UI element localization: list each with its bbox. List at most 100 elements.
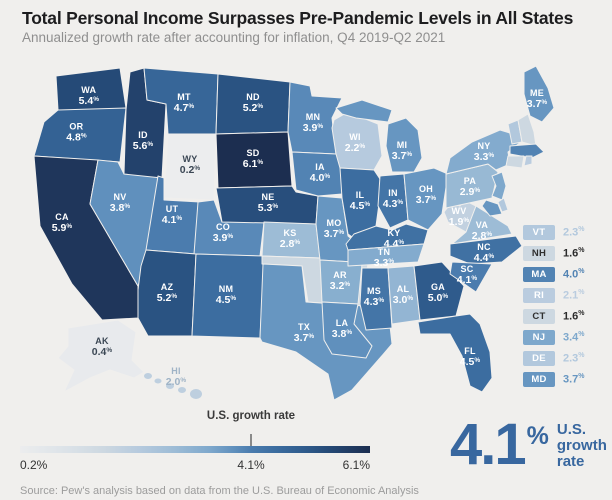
- state-abbr-pa: PA: [464, 176, 477, 186]
- northeast-states-list: VT 2.3% NH 1.6% MA 4.0% RI 2.1% CT 1.6% NJ 3.4% DE 2.…: [523, 222, 608, 390]
- big-stat-value: 4.1: [450, 412, 527, 477]
- legend-list-row-ct: CT 1.6%: [523, 306, 608, 327]
- state-mi_up-shape: [335, 99, 393, 123]
- legend-title: U.S. growth rate: [206, 410, 296, 422]
- state-list-value-nh: 1.6%: [563, 247, 585, 260]
- legend-list-row-nj: NJ 3.4%: [523, 327, 608, 348]
- state-chip-md: MD: [523, 372, 555, 387]
- legend-min-label: 0.2%: [20, 458, 48, 472]
- state-chip-vt: VT: [523, 225, 555, 240]
- state-abbr-ms: MS: [367, 286, 381, 296]
- state-mn-shape: [287, 81, 343, 155]
- source-line: Source: Pew's analysis based on data fro…: [20, 485, 419, 497]
- state-abbr-me: ME: [530, 88, 544, 98]
- legend-max-label: 6.1%: [342, 458, 370, 472]
- page-subtitle: Annualized growth rate after accounting …: [22, 30, 446, 45]
- state-abbr-az: AZ: [161, 282, 174, 292]
- state-abbr-tx: TX: [298, 322, 310, 332]
- state-abbr-or: OR: [69, 122, 83, 132]
- state-abbr-wa: WA: [81, 85, 96, 95]
- legend-list-row-nh: NH 1.6%: [523, 243, 608, 264]
- state-abbr-wi: WI: [349, 132, 361, 142]
- state-ri-shape: [523, 155, 533, 167]
- state-md-shape: [481, 199, 503, 217]
- state-chip-nh: NH: [523, 246, 555, 261]
- state-abbr-mn: MN: [306, 112, 321, 122]
- state-ms-shape: [359, 267, 393, 331]
- state-in-shape: [377, 173, 409, 229]
- state-abbr-nv: NV: [113, 192, 126, 202]
- state-abbr-oh: OH: [419, 184, 433, 194]
- state-abbr-mo: MO: [326, 218, 341, 228]
- state-abbr-va: VA: [476, 220, 489, 230]
- state-abbr-ak: AK: [95, 336, 109, 346]
- state-ga-shape: [413, 261, 465, 321]
- legend-list-row-ri: RI 2.1%: [523, 285, 608, 306]
- state-chip-nj: NJ: [523, 330, 555, 345]
- state-abbr-ny: NY: [477, 141, 490, 151]
- state-tn-shape: [347, 243, 425, 267]
- legend-list-row-vt: VT 2.3%: [523, 222, 608, 243]
- state-abbr-wy: WY: [182, 154, 197, 164]
- state-chip-ct: CT: [523, 309, 555, 324]
- state-abbr-ia: IA: [315, 162, 325, 172]
- legend-list-row-md: MD 3.7%: [523, 369, 608, 390]
- state-oh-shape: [403, 167, 449, 231]
- state-list-value-de: 2.3%: [563, 352, 585, 365]
- state-abbr-wv: WV: [451, 206, 466, 216]
- state-me-shape: [523, 65, 555, 123]
- state-abbr-in: IN: [388, 188, 398, 198]
- state-list-value-ct: 1.6%: [563, 310, 585, 323]
- state-chip-ri: RI: [523, 288, 555, 303]
- state-abbr-nd: ND: [246, 92, 260, 102]
- state-ma-shape: [509, 143, 545, 159]
- state-value-hi: 2.0%: [166, 376, 187, 388]
- state-hi-island: [190, 389, 202, 399]
- state-ct-shape: [505, 155, 525, 169]
- big-stat-label: U.S. growth rate: [556, 421, 607, 470]
- state-abbr-al: AL: [397, 284, 410, 294]
- legend-list-row-ma: MA 4.0%: [523, 264, 608, 285]
- state-nh-shape: [517, 113, 537, 147]
- state-abbr-ky: KY: [387, 228, 400, 238]
- legend-gradient-bar: [20, 446, 370, 453]
- state-abbr-il: IL: [356, 190, 365, 200]
- state-abbr-la: LA: [336, 318, 349, 328]
- state-list-value-vt: 2.3%: [563, 226, 585, 239]
- state-abbr-co: CO: [216, 222, 230, 232]
- big-stat-percent-sign: %: [526, 422, 549, 450]
- state-mi-shape: [385, 117, 423, 173]
- state-de-shape: [497, 197, 509, 213]
- page-title: Total Personal Income Surpasses Pre-Pand…: [22, 8, 574, 28]
- legend-list-row-de: DE 2.3%: [523, 348, 608, 369]
- state-list-value-ma: 4.0%: [563, 268, 585, 281]
- state-abbr-ar: AR: [333, 270, 347, 280]
- state-abbr-sd: SD: [246, 148, 259, 158]
- state-abbr-ca: CA: [55, 212, 69, 222]
- state-abbr-ks: KS: [283, 228, 296, 238]
- state-value-tn: 3.3%: [374, 257, 395, 269]
- state-chip-ma: MA: [523, 267, 555, 282]
- state-abbr-ne: NE: [261, 192, 274, 202]
- us-growth-big-stat: 4.1 % U.S. growth rate: [450, 412, 612, 477]
- state-abbr-ut: UT: [166, 204, 179, 214]
- state-va-shape: [451, 205, 513, 245]
- state-hi-island: [154, 378, 162, 384]
- state-abbr-mi: MI: [397, 140, 408, 150]
- state-sc-shape: [449, 261, 493, 293]
- state-hi-island: [144, 373, 152, 379]
- state-abbr-id: ID: [138, 130, 148, 140]
- state-abbr-nc: NC: [477, 242, 491, 252]
- state-hi-island: [166, 383, 174, 389]
- state-abbr-tn: TN: [378, 247, 391, 257]
- legend-mid-label: 4.1%: [237, 458, 265, 472]
- state-abbr-mt: MT: [177, 92, 191, 102]
- legend-us-tick: [250, 434, 252, 446]
- state-list-value-ri: 2.1%: [563, 289, 585, 302]
- state-hi-island: [178, 387, 186, 393]
- state-fl-shape: [417, 313, 493, 393]
- state-abbr-hi: HI: [171, 366, 181, 376]
